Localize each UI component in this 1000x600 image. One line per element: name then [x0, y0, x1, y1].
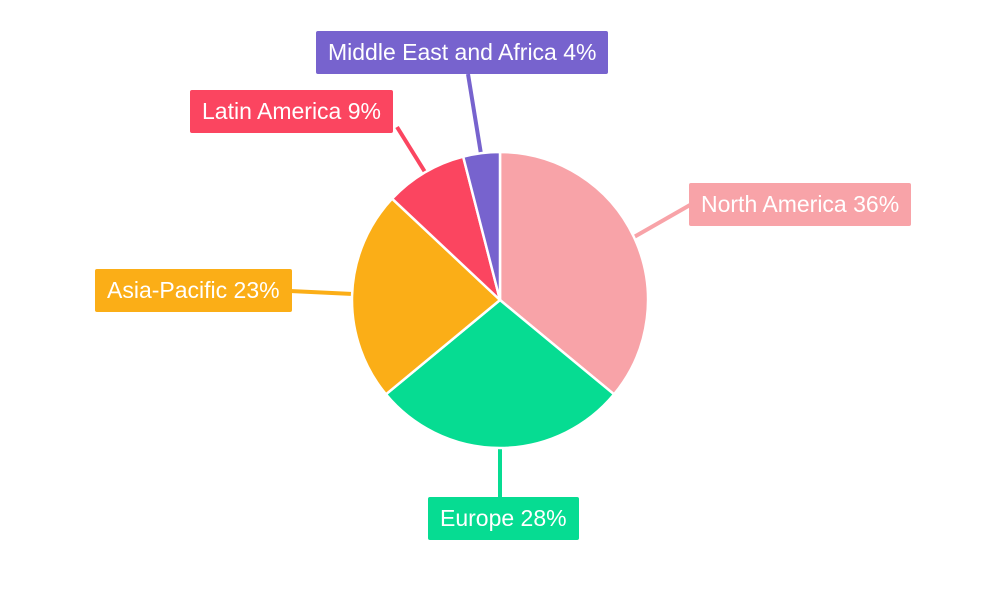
slice-label-latin-america: Latin America 9%	[190, 90, 393, 133]
pie-slice-north-america[interactable]	[498, 150, 650, 396]
slice-label-north-america: North America 36%	[689, 183, 912, 226]
pie-slice-middle-east-and-africa[interactable]	[461, 150, 502, 302]
leader-line-north-america	[633, 203, 691, 239]
slice-label-europe: Europe 28%	[428, 497, 579, 540]
pie-slice-europe[interactable]	[384, 298, 616, 450]
leader-line-latin-america	[395, 125, 427, 174]
slice-label-asia-pacific: Asia-Pacific 23%	[95, 269, 292, 312]
pie-slice-asia-pacific[interactable]	[350, 197, 502, 396]
slice-label-middle-east-and-africa: Middle East and Africa 4%	[316, 31, 609, 74]
leader-line-middle-east-and-africa	[466, 73, 483, 155]
leader-line-asia-pacific	[289, 289, 354, 296]
pie-slice-latin-america[interactable]	[390, 155, 502, 302]
